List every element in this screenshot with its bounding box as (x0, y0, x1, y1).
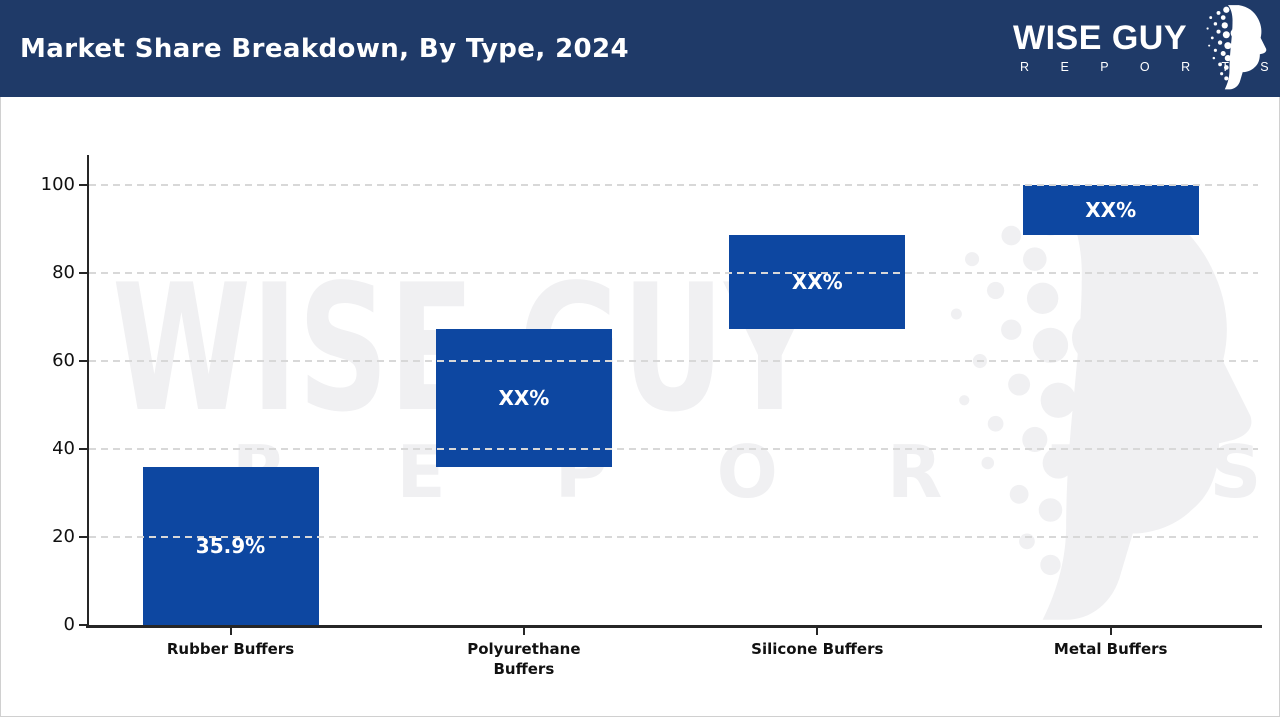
gridline-60 (89, 360, 1258, 362)
y-tick-mark (79, 448, 87, 450)
page-title: Market Share Breakdown, By Type, 2024 (20, 33, 630, 64)
y-tick-mark (79, 360, 87, 362)
logo-wordmark: WISE GUY (1012, 19, 1188, 57)
y-axis-tick-label: 40 (52, 438, 75, 459)
y-axis-line (87, 155, 89, 627)
x-axis-category-label: Polyurethane Buffers (467, 640, 581, 679)
y-axis-tick-label: 20 (52, 526, 75, 547)
bar-polyurethane-buffers (435, 328, 612, 468)
header-bar: Market Share Breakdown, By Type, 2024 WI… (0, 0, 1280, 97)
logo-reports-label: R E P O R T S (1020, 59, 1280, 74)
x-axis-line (86, 625, 1262, 628)
wise-guy-reports-logo: WISE GUY R E P O R T S (1010, 5, 1270, 93)
bar-rubber-buffers (142, 467, 319, 625)
y-axis-tick-label: 80 (52, 262, 75, 283)
y-tick-mark (79, 536, 87, 538)
gridline-100 (89, 184, 1258, 186)
x-tick-mark (229, 628, 232, 635)
gridline-40 (89, 448, 1258, 450)
bar-value-label: XX% (1085, 197, 1137, 222)
bar-silicone-buffers (729, 234, 906, 329)
y-axis-tick-label: 0 (63, 614, 75, 635)
gridline-80 (89, 272, 1258, 274)
bar-value-label: XX% (498, 385, 550, 410)
x-tick-mark (522, 628, 525, 635)
x-axis-category-label: Rubber Buffers (166, 640, 295, 658)
logo-text: WISE GUY R E P O R T S (1010, 19, 1280, 74)
y-tick-mark (79, 272, 87, 274)
bar-value-label: 35.9% (195, 534, 266, 559)
y-axis-tick-label: 60 (52, 350, 75, 371)
bar-value-label: XX% (791, 269, 843, 294)
x-tick-mark (816, 628, 819, 635)
x-tick-mark (1109, 628, 1112, 635)
y-tick-mark (79, 624, 87, 626)
y-axis-tick-label: 100 (40, 174, 75, 195)
bar-metal-buffers (1022, 185, 1199, 235)
y-tick-mark (79, 184, 87, 186)
watermark-dotted-head-icon (878, 196, 1270, 628)
gridline-20 (89, 536, 1258, 538)
x-axis-category-label: Silicone Buffers (751, 640, 884, 658)
logo-dotted-head-icon (1192, 5, 1270, 91)
x-axis-category-label: Metal Buffers (1053, 640, 1168, 658)
